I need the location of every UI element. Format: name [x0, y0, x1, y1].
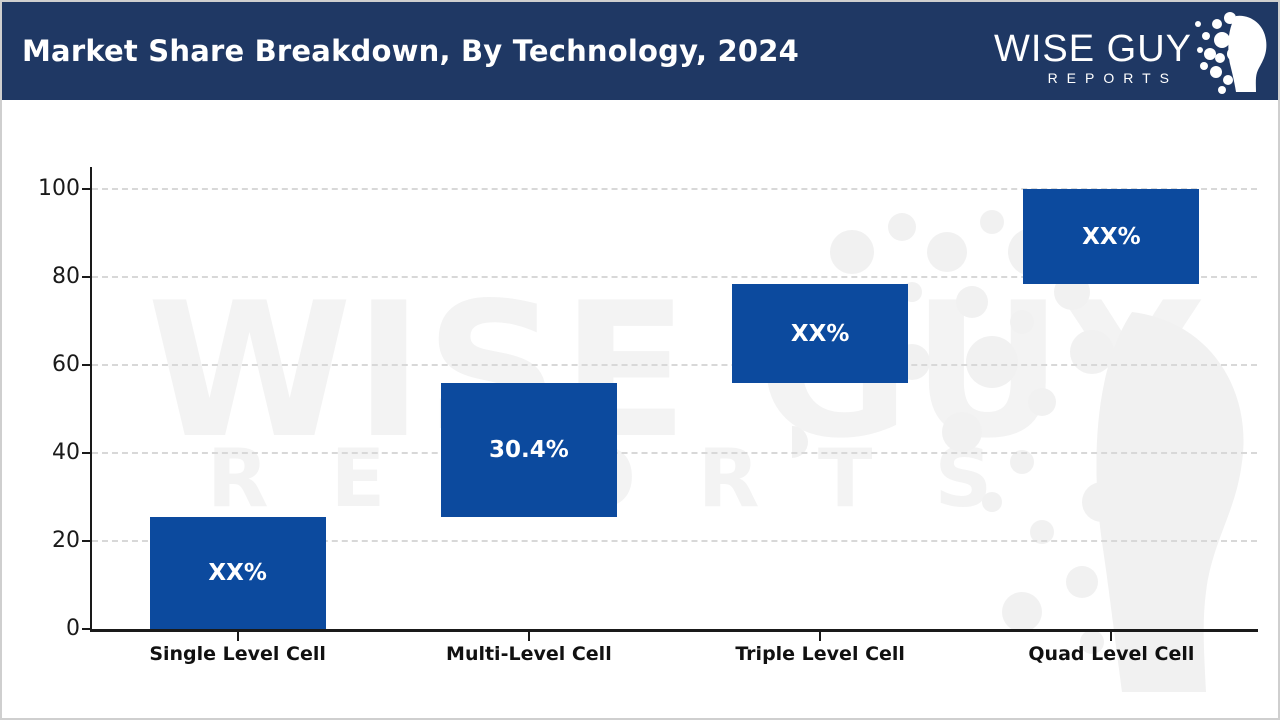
y-tick-label-100: 100: [38, 176, 80, 201]
x-tick-2: [819, 632, 822, 641]
bar-triple-level-cell: XX%: [732, 284, 909, 384]
gridline-20: [92, 540, 1257, 542]
chart-canvas: WISE GUY REPORTS 0 20 40 60 80 100 XX% Single L…: [2, 102, 1278, 718]
y-tick-label-80: 80: [52, 264, 80, 289]
y-tick-80: [82, 276, 92, 278]
y-tick-0: [82, 628, 92, 630]
bar-single-level-cell: XX%: [149, 516, 326, 629]
bar-value-label: XX%: [790, 320, 850, 347]
x-category-label: Multi-Level Cell: [446, 643, 612, 665]
gridline-80: [92, 276, 1257, 278]
y-tick-100: [82, 188, 92, 190]
bar-quad-level-cell: XX%: [1023, 189, 1200, 285]
y-tick-20: [82, 540, 92, 542]
x-category-label: Triple Level Cell: [735, 643, 905, 665]
x-tick-0: [236, 632, 239, 641]
bar-value-label: 30.4%: [488, 436, 569, 463]
y-tick-40: [82, 452, 92, 454]
wiseguy-head-icon: [1195, 12, 1267, 94]
x-axis-spine: [90, 629, 1258, 632]
bar-value-label: XX%: [1082, 223, 1141, 250]
logo-wordmark: WISE GUY: [993, 28, 1192, 70]
chart-title: Market Share Breakdown, By Technology, 2…: [22, 34, 800, 68]
x-category-label: Quad Level Cell: [1028, 643, 1195, 665]
header-banner: Market Share Breakdown, By Technology, 2…: [2, 2, 1278, 100]
bar-value-label: XX%: [208, 559, 267, 586]
watermark-text: WISE GUY: [147, 262, 1202, 479]
gridline-40: [92, 452, 1257, 454]
gridline-60: [92, 364, 1257, 366]
logo-subtext: REPORTS: [1047, 70, 1178, 86]
y-axis-spine: [90, 167, 92, 631]
bar-multi-level-cell: 30.4%: [440, 383, 617, 517]
x-tick-1: [527, 632, 530, 641]
x-category-label: Single Level Cell: [149, 643, 326, 665]
y-tick-label-20: 20: [52, 528, 80, 553]
y-tick-label-40: 40: [52, 440, 80, 465]
y-tick-label-60: 60: [52, 352, 80, 377]
y-tick-label-0: 0: [66, 616, 80, 641]
gridline-100: [92, 188, 1257, 190]
wiseguy-logo: WISE GUY REPORTS: [994, 6, 1270, 96]
x-tick-3: [1110, 632, 1113, 641]
y-tick-60: [82, 364, 92, 366]
